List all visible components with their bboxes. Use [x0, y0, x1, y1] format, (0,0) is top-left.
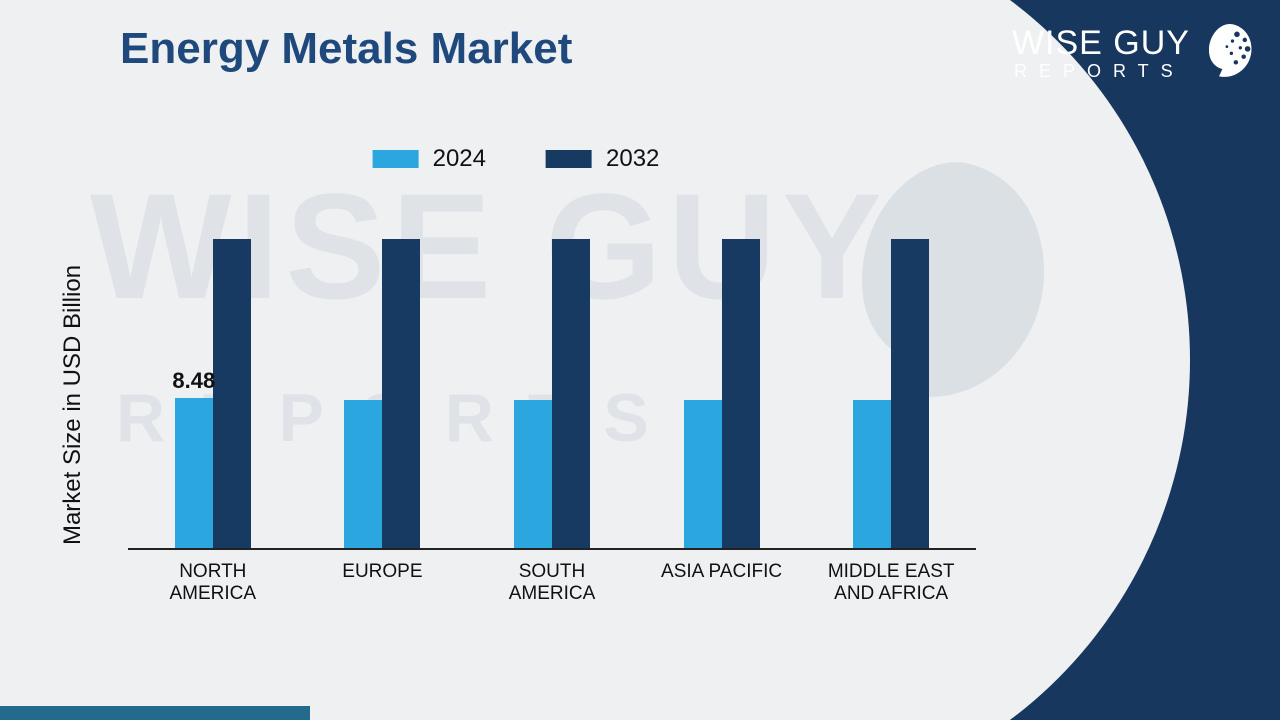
bar — [514, 400, 552, 548]
bar-group — [514, 195, 590, 548]
bar-groups: 8.48 — [128, 195, 976, 548]
legend-item: 2024 — [373, 145, 486, 173]
bar — [722, 239, 760, 548]
x-axis-category-label: NORTH AMERICA — [148, 555, 278, 665]
bar-group — [344, 195, 420, 548]
brand-name: WISE GUY — [1012, 26, 1190, 60]
plot-area: 8.48 — [128, 195, 976, 550]
x-axis-category-label: SOUTH AMERICA — [487, 555, 617, 665]
x-axis-category-label: MIDDLE EAST AND AFRICA — [826, 555, 956, 665]
bar — [344, 400, 382, 548]
bottom-accent-bar — [0, 706, 310, 720]
bar-group — [684, 195, 760, 548]
bar-group — [853, 195, 929, 548]
legend-item: 2032 — [546, 145, 659, 173]
brand-sub: REPORTS — [1014, 62, 1190, 80]
bar — [891, 239, 929, 548]
bar — [175, 398, 213, 548]
legend-swatch — [546, 150, 592, 168]
chart-area: Market Size in USD Billion 2024 2032 8.48… — [56, 145, 976, 665]
chart-canvas: WISE GUY REPORTS WISE GUY REPORTS Energy … — [0, 0, 1280, 720]
x-axis-labels: NORTH AMERICA EUROPE SOUTH AMERICA ASIA PAC… — [128, 555, 976, 665]
bar — [684, 400, 722, 548]
legend-swatch — [373, 150, 419, 168]
bar — [552, 239, 590, 548]
x-axis-category-label: ASIA PACIFIC — [657, 555, 787, 665]
legend-label: 2032 — [606, 145, 659, 173]
x-axis-category-label: EUROPE — [317, 555, 447, 665]
y-axis-label: Market Size in USD Billion — [59, 265, 87, 545]
brand-logo: WISE GUY REPORTS — [1012, 22, 1256, 83]
chart-title: Energy Metals Market — [120, 24, 572, 74]
brand-head-icon — [1200, 22, 1256, 83]
bar — [382, 239, 420, 548]
bar-value-label: 8.48 — [172, 368, 215, 394]
legend: 2024 2032 — [373, 145, 660, 173]
bar — [213, 239, 251, 548]
bar — [853, 400, 891, 548]
legend-label: 2024 — [433, 145, 486, 173]
